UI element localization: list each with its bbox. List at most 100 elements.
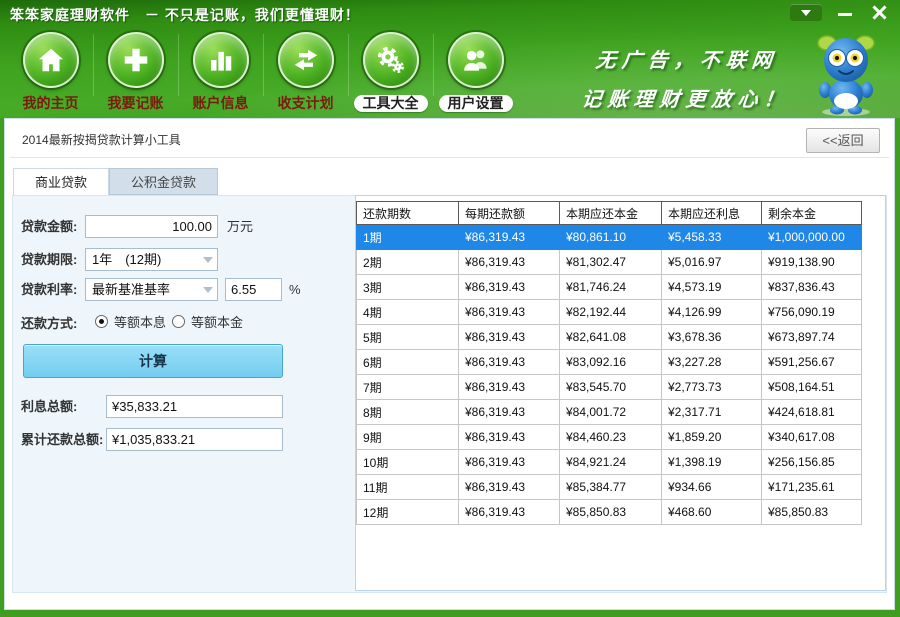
toolbar-item-label: 我的主页 bbox=[22, 95, 79, 111]
tab-fund-loan[interactable]: 公积金贷款 bbox=[109, 168, 219, 195]
toolbar-item-user-settings[interactable]: 用户设置 bbox=[433, 30, 518, 112]
table-row[interactable]: 3期 ¥86,319.43 ¥81,746.24 ¥4,573.19 ¥837,836.… bbox=[356, 274, 862, 300]
home-icon bbox=[22, 32, 79, 88]
table-cell: ¥81,302.47 bbox=[559, 249, 662, 275]
column-header[interactable]: 本期应还利息 bbox=[661, 201, 762, 225]
table-cell: ¥86,319.43 bbox=[458, 324, 560, 350]
table-cell: 4期 bbox=[356, 299, 459, 325]
table-row[interactable]: 10期 ¥86,319.43 ¥84,921.24 ¥1,398.19 ¥256,156… bbox=[356, 449, 862, 475]
page-title: 2014最新按揭贷款计算小工具 bbox=[22, 133, 181, 147]
table-row[interactable]: 9期 ¥86,319.43 ¥84,460.23 ¥1,859.20 ¥340,617.… bbox=[356, 424, 862, 450]
table-cell: ¥86,319.43 bbox=[458, 499, 560, 525]
table-cell: ¥86,319.43 bbox=[458, 474, 560, 500]
table-cell: ¥81,746.24 bbox=[559, 274, 662, 300]
repayment-total-field[interactable] bbox=[106, 428, 283, 451]
table-row[interactable]: 5期 ¥86,319.43 ¥82,641.08 ¥3,678.36 ¥673,897.… bbox=[356, 324, 862, 350]
table-row[interactable]: 1期 ¥86,319.43 ¥80,861.10 ¥5,458.33 ¥1,000,00… bbox=[356, 224, 862, 250]
tab-business-loan[interactable]: 商业贷款 bbox=[13, 168, 110, 195]
table-cell: ¥84,460.23 bbox=[559, 424, 662, 450]
column-header[interactable]: 剩余本金 bbox=[761, 201, 862, 225]
table-cell: 2期 bbox=[356, 249, 459, 275]
table-row[interactable]: 6期 ¥86,319.43 ¥83,092.16 ¥3,227.28 ¥591,256.… bbox=[356, 349, 862, 375]
radio-icon bbox=[172, 315, 185, 328]
table-cell: ¥85,850.83 bbox=[559, 499, 662, 525]
column-header[interactable]: 每期还款额 bbox=[458, 201, 560, 225]
table-cell: 1期 bbox=[356, 224, 459, 250]
table-cell: ¥2,317.71 bbox=[661, 399, 762, 425]
window-controls bbox=[790, 4, 890, 21]
column-header[interactable]: 还款期数 bbox=[356, 201, 459, 225]
bar-chart-icon bbox=[192, 32, 249, 88]
interest-total-field[interactable] bbox=[106, 395, 283, 418]
table-cell: ¥86,319.43 bbox=[458, 224, 560, 250]
back-button[interactable]: <<返回 bbox=[806, 128, 880, 153]
loan-term-select[interactable]: 1年 (12期) bbox=[85, 248, 218, 271]
table-cell: ¥83,545.70 bbox=[559, 374, 662, 400]
loan-rate-select-value: 最新基准基率 bbox=[92, 282, 171, 297]
table-cell: ¥837,836.43 bbox=[761, 274, 862, 300]
table-cell: 12期 bbox=[356, 499, 459, 525]
toolbar-item-tools[interactable]: 工具大全 bbox=[348, 30, 433, 112]
close-button[interactable] bbox=[868, 4, 890, 21]
toolbar-item-budget-plan[interactable]: 收支计划 bbox=[263, 30, 348, 112]
loan-term-label: 贷款期限: bbox=[21, 252, 78, 267]
table-cell: ¥3,678.36 bbox=[661, 324, 762, 350]
table-cell: ¥468.60 bbox=[661, 499, 762, 525]
table-cell: ¥756,090.19 bbox=[761, 299, 862, 325]
loan-rate-select[interactable]: 最新基准基率 bbox=[85, 278, 218, 301]
repayment-table: 还款期数 每期还款额 本期应还本金 本期应还利息 剩余本金 1期 ¥86,319.43 ¥8… bbox=[356, 201, 862, 525]
table-cell: ¥1,859.20 bbox=[661, 424, 762, 450]
gears-icon bbox=[362, 32, 419, 88]
toolbar-item-label: 收支计划 bbox=[277, 95, 334, 111]
page-header: 2014最新按揭贷款计算小工具 <<返回 bbox=[10, 123, 889, 158]
slogan-line-1: 无广告，不联网 bbox=[594, 50, 779, 72]
radio-equal-principal[interactable]: 等额本金 bbox=[172, 312, 243, 331]
plus-icon bbox=[107, 32, 164, 88]
table-cell: 6期 bbox=[356, 349, 459, 375]
table-row[interactable]: 2期 ¥86,319.43 ¥81,302.47 ¥5,016.97 ¥919,138.… bbox=[356, 249, 862, 275]
toolbar-item-label: 工具大全 bbox=[353, 95, 428, 112]
calculate-button[interactable]: 计算 bbox=[23, 344, 283, 378]
chevron-down-icon bbox=[203, 257, 213, 268]
table-cell: ¥82,192.44 bbox=[559, 299, 662, 325]
minimize-button[interactable] bbox=[834, 4, 856, 21]
loan-amount-input[interactable] bbox=[85, 215, 218, 238]
table-cell: ¥84,921.24 bbox=[559, 449, 662, 475]
table-cell: ¥84,001.72 bbox=[559, 399, 662, 425]
table-row[interactable]: 7期 ¥86,319.43 ¥83,545.70 ¥2,773.73 ¥508,164.… bbox=[356, 374, 862, 400]
table-cell: ¥2,773.73 bbox=[661, 374, 762, 400]
loan-amount-label: 贷款金额: bbox=[21, 219, 78, 234]
table-cell: ¥1,000,000.00 bbox=[761, 224, 862, 250]
users-icon bbox=[447, 32, 504, 88]
table-cell: ¥424,618.81 bbox=[761, 399, 862, 425]
table-cell: ¥86,319.43 bbox=[458, 449, 560, 475]
toolbar-item-home[interactable]: 我的主页 bbox=[8, 30, 93, 112]
table-cell: ¥1,398.19 bbox=[661, 449, 762, 475]
titlebar: 笨笨家庭理财软件 － 不只是记账，我们更懂理财！ bbox=[0, 0, 900, 26]
toolbar-item-add-record[interactable]: 我要记账 bbox=[93, 30, 178, 112]
table-row[interactable]: 4期 ¥86,319.43 ¥82,192.44 ¥4,126.99 ¥756,090.… bbox=[356, 299, 862, 325]
table-row[interactable]: 11期 ¥86,319.43 ¥85,384.77 ¥934.66 ¥171,235.6… bbox=[356, 474, 862, 500]
table-cell: ¥5,016.97 bbox=[661, 249, 762, 275]
toolbar-item-account-info[interactable]: 账户信息 bbox=[178, 30, 263, 112]
table-cell: ¥3,227.28 bbox=[661, 349, 762, 375]
loan-tabs: 商业贷款 公积金贷款 bbox=[13, 168, 219, 195]
app-title: 笨笨家庭理财软件 － 不只是记账，我们更懂理财！ bbox=[10, 7, 360, 23]
loan-rate-label: 贷款利率: bbox=[21, 282, 78, 297]
content-area: 2014最新按揭贷款计算小工具 <<返回 商业贷款 公积金贷款 贷款金额: 万元… bbox=[4, 118, 895, 610]
table-cell: ¥85,384.77 bbox=[559, 474, 662, 500]
slogan-line-2: 记账理财更放心！ bbox=[580, 89, 791, 111]
table-row[interactable]: 8期 ¥86,319.43 ¥84,001.72 ¥2,317.71 ¥424,618.… bbox=[356, 399, 862, 425]
column-header[interactable]: 本期应还本金 bbox=[559, 201, 662, 225]
window-menu-button[interactable] bbox=[790, 4, 822, 21]
table-cell: ¥86,319.43 bbox=[458, 274, 560, 300]
table-cell: ¥86,319.43 bbox=[458, 424, 560, 450]
table-row[interactable]: 12期 ¥86,319.43 ¥85,850.83 ¥468.60 ¥85,850.83 bbox=[356, 499, 862, 525]
table-cell: ¥83,092.16 bbox=[559, 349, 662, 375]
table-cell: ¥673,897.74 bbox=[761, 324, 862, 350]
table-cell: ¥5,458.33 bbox=[661, 224, 762, 250]
repayment-total-label: 累计还款总额: bbox=[21, 432, 104, 447]
table-cell: ¥340,617.08 bbox=[761, 424, 862, 450]
loan-rate-input[interactable] bbox=[225, 278, 282, 301]
radio-equal-installment[interactable]: 等额本息 bbox=[95, 312, 166, 331]
